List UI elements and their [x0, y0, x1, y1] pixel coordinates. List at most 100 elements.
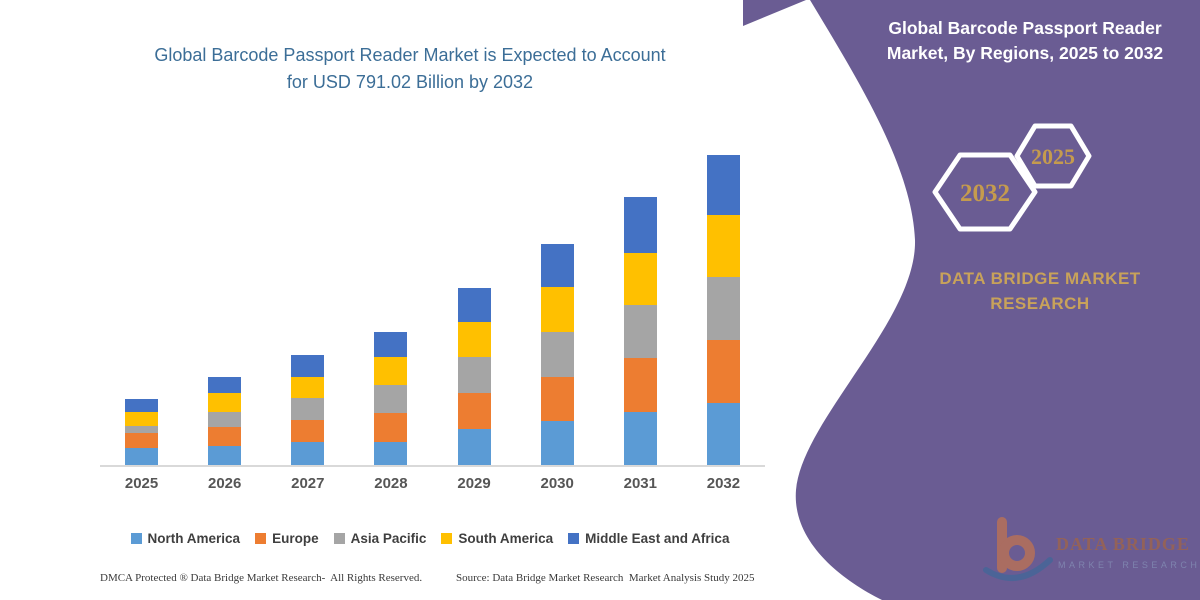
segment-middle-east-and-africa-2031 — [623, 197, 657, 253]
stacked-bar-2025 — [125, 399, 159, 465]
hexagon-2025 — [1014, 123, 1092, 189]
stacked-bar-2032 — [706, 155, 740, 465]
segment-europe-2028 — [374, 413, 408, 442]
legend-swatch — [441, 533, 453, 544]
segment-south-america-2031 — [623, 253, 657, 305]
segment-europe-2027 — [291, 420, 325, 442]
panel-title-line2: Market, By Regions, 2025 to 2032 — [886, 43, 1164, 63]
segment-middle-east-and-africa-2025 — [125, 399, 159, 412]
brand-name: DATA BRIDGE MARKET RESEARCH — [890, 266, 1190, 316]
chart-legend: North America Europe Asia Pacific South Ame… — [90, 531, 770, 546]
segment-asia-pacific-2032 — [706, 277, 740, 340]
bar-group-2027 — [266, 134, 349, 465]
bar-group-2028 — [349, 134, 432, 465]
stacked-bar-2027 — [291, 355, 325, 465]
x-axis-label-2027: 2027 — [291, 475, 325, 492]
segment-south-america-2032 — [706, 215, 740, 277]
segment-north-america-2031 — [623, 412, 657, 465]
segment-north-america-2026 — [208, 446, 242, 465]
chart-title-line2: for USD 791.02 Billion by 2032 — [286, 72, 534, 92]
logo-b-bowl — [999, 535, 1035, 571]
x-axis-label-2029: 2029 — [457, 475, 491, 492]
segment-south-america-2027 — [291, 377, 325, 398]
segment-south-america-2030 — [540, 287, 574, 332]
x-axis-label-2025: 2025 — [124, 475, 159, 492]
chart-title: Global Barcode Passport Reader Market is… — [60, 42, 760, 96]
x-axis-line — [100, 465, 765, 467]
segment-europe-2032 — [706, 340, 740, 403]
copyright-text: DMCA Protected ® Data Bridge Market Rese… — [100, 572, 423, 584]
legend-item-south-america: South America — [441, 531, 553, 546]
x-axis-label-2026: 2026 — [208, 475, 242, 492]
x-axis-label-2028: 2028 — [374, 475, 408, 492]
segment-asia-pacific-2031 — [623, 305, 657, 358]
legend-item-asia-pacific: Asia Pacific — [333, 531, 427, 546]
hexagon-2032 — [932, 152, 1038, 232]
segment-middle-east-and-africa-2027 — [291, 355, 325, 377]
source-text: Source: Data Bridge Market Research Mark… — [456, 572, 755, 584]
chart-title-line1: Global Barcode Passport Reader Market is… — [154, 45, 666, 65]
x-axis-label-2031: 2031 — [623, 475, 657, 492]
segment-north-america-2027 — [291, 442, 325, 465]
legend-label: North America — [147, 531, 241, 546]
legend-item-europe: Europe — [255, 531, 319, 546]
segment-europe-2026 — [208, 427, 242, 446]
dbmr-logo: DATA BRIDGE MARKET RESEARCH — [983, 517, 1200, 581]
stacked-bar-2030 — [540, 244, 574, 465]
segment-europe-2031 — [623, 358, 657, 412]
logo-tagline-text: MARKET RESEARCH — [1058, 560, 1200, 570]
x-axis-labels: 2025 2026 2027 2028 2029 2030 2031 2032 — [100, 475, 765, 492]
legend-label: South America — [458, 531, 554, 546]
legend-item-north-america: North America — [130, 531, 241, 546]
bar-group-2025 — [100, 134, 183, 465]
purple-panel-shape — [795, 0, 1200, 600]
segment-europe-2025 — [125, 433, 159, 448]
stacked-bar-2028 — [374, 332, 408, 465]
x-axis-label-2030: 2030 — [540, 475, 574, 492]
hexagon-2032-label: 2032 — [960, 180, 1010, 207]
stacked-bar-2026 — [208, 377, 242, 465]
legend-swatch — [333, 533, 345, 544]
segment-south-america-2028 — [374, 357, 408, 385]
segment-north-america-2029 — [457, 429, 491, 465]
segment-europe-2029 — [457, 393, 491, 429]
legend-item-middle-east-and-africa: Middle East and Africa — [568, 531, 729, 546]
segment-middle-east-and-africa-2032 — [706, 155, 740, 215]
bar-group-2029 — [433, 134, 516, 465]
segment-south-america-2029 — [457, 322, 491, 357]
panel-title-line1: Global Barcode Passport Reader — [888, 18, 1162, 38]
segment-middle-east-and-africa-2026 — [208, 377, 242, 393]
legend-label: Asia Pacific — [350, 531, 427, 546]
segment-south-america-2026 — [208, 393, 242, 412]
segment-europe-2030 — [540, 377, 574, 421]
legend-swatch — [568, 533, 580, 544]
purple-corner-triangle — [743, 0, 806, 26]
segment-asia-pacific-2028 — [374, 385, 408, 413]
segment-asia-pacific-2025 — [125, 426, 159, 433]
segment-asia-pacific-2029 — [457, 357, 491, 393]
panel-title: Global Barcode Passport Reader Market, B… — [850, 16, 1200, 66]
bar-group-2030 — [516, 134, 599, 465]
segment-south-america-2025 — [125, 412, 159, 426]
brand-line2: RESEARCH — [990, 294, 1090, 313]
x-axis-label-2032: 2032 — [706, 475, 741, 492]
segment-asia-pacific-2026 — [208, 412, 242, 427]
segment-north-america-2028 — [374, 442, 408, 465]
bar-group-2026 — [183, 134, 266, 465]
segment-middle-east-and-africa-2029 — [457, 288, 491, 322]
segment-asia-pacific-2030 — [540, 332, 574, 377]
stacked-bar-2031 — [623, 197, 657, 465]
logo-swoosh — [983, 557, 1053, 581]
bar-group-2031 — [599, 134, 682, 465]
legend-swatch — [255, 533, 267, 544]
segment-north-america-2025 — [125, 448, 159, 465]
stacked-bar-chart — [100, 134, 765, 465]
logo-name-text: DATA BRIDGE — [1056, 534, 1190, 554]
stacked-bar-2029 — [457, 288, 491, 465]
bar-group-2032 — [682, 134, 765, 465]
brand-line1: DATA BRIDGE MARKET — [939, 269, 1141, 288]
hexagon-2025-label: 2025 — [1031, 144, 1075, 169]
segment-middle-east-and-africa-2030 — [540, 244, 574, 287]
